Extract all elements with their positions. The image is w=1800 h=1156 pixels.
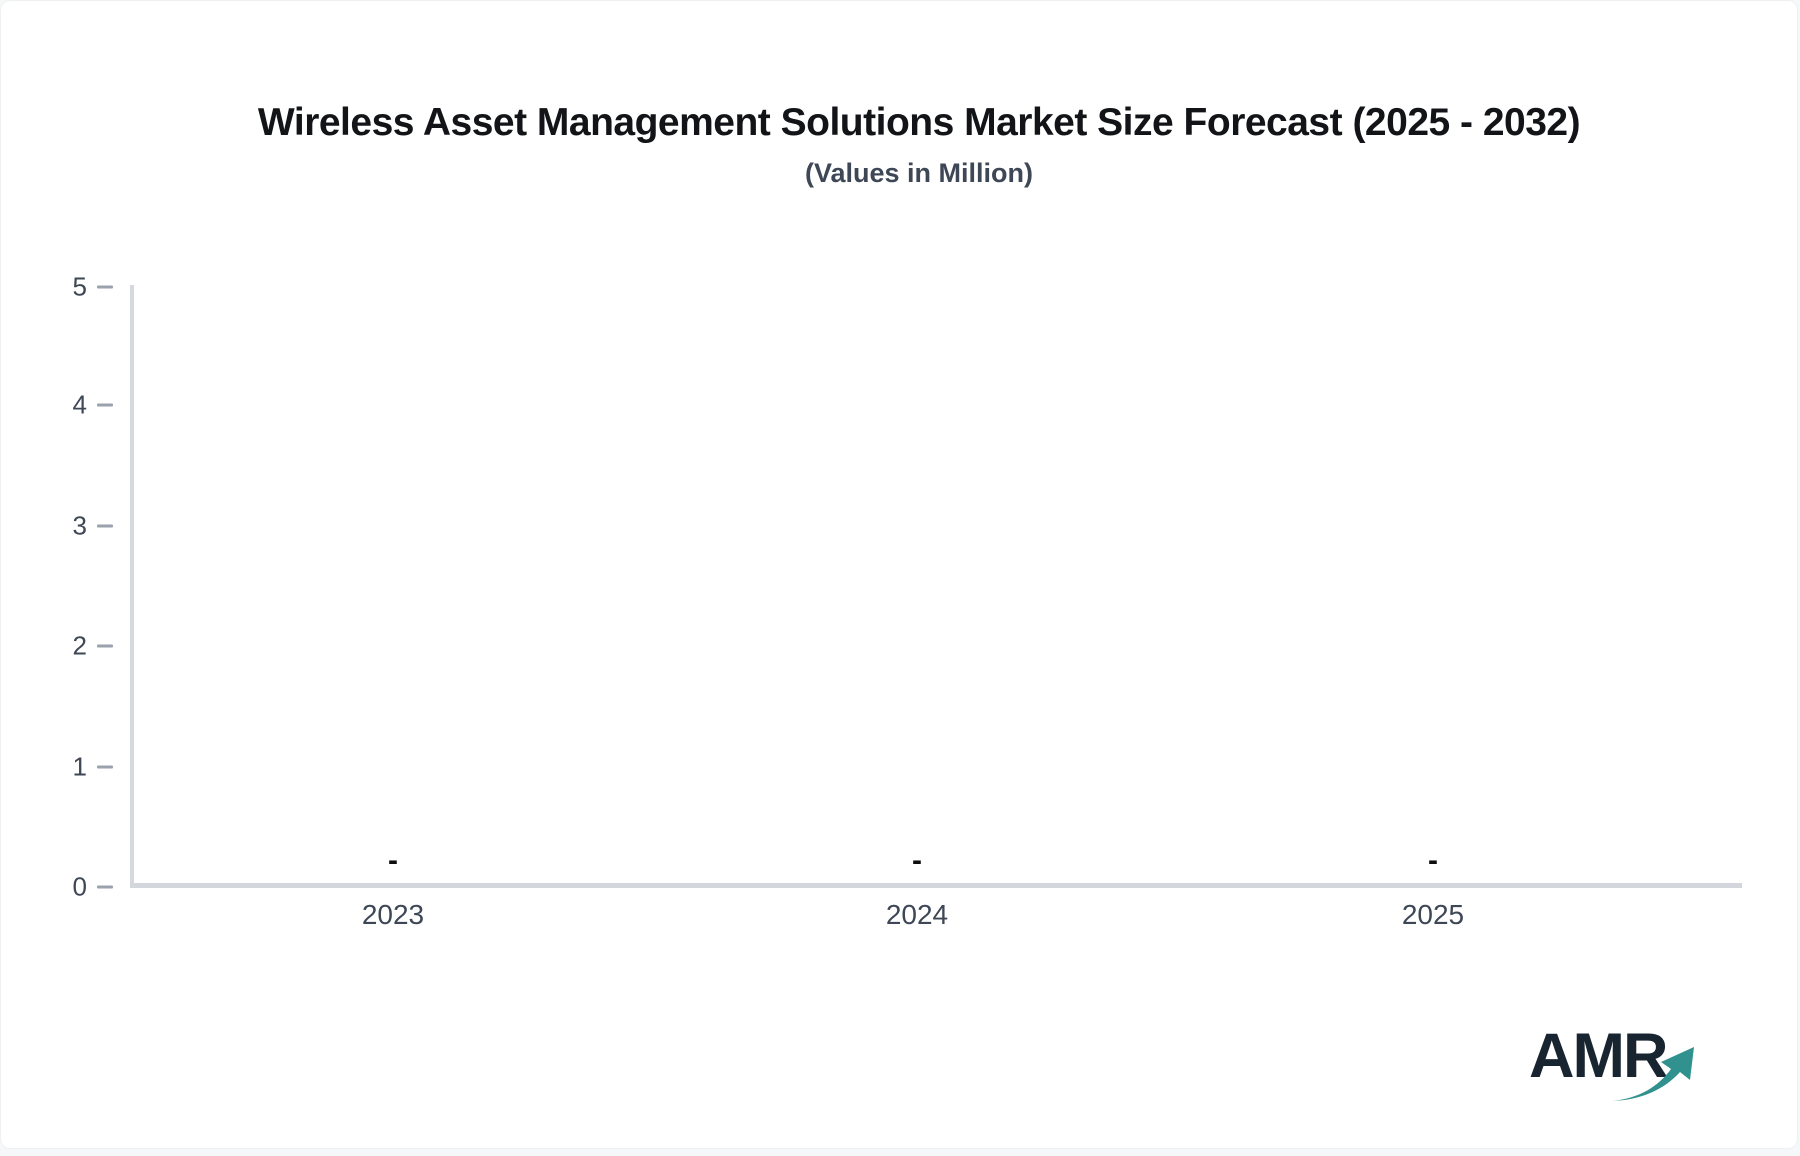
y-tick-label: 4 [72,389,87,420]
y-tick-3: 3 [37,511,113,542]
y-tick-label: 0 [72,871,87,902]
y-tick-label: 5 [72,271,87,302]
y-tick-label: 2 [72,630,87,661]
y-tick-mark [97,285,113,289]
category-2025: - 2025 [1323,844,1543,931]
y-tick-label: 1 [72,751,87,782]
x-axis-label: 2024 [885,899,949,930]
y-tick-4: 4 [37,390,113,421]
chart-subtitle: (Values in Million) [804,158,1034,188]
category-2024: - 2024 [807,844,1027,931]
y-tick-mark [97,885,113,889]
null-value-dash: - [912,844,922,877]
y-tick-label: 3 [72,510,87,541]
null-value-dash: - [388,844,398,877]
null-value-dash: - [1428,844,1438,877]
y-tick-mark [97,524,113,528]
y-tick-1: 1 [37,752,113,783]
x-axis-line [130,883,1742,888]
y-tick-mark [97,765,113,769]
chart-title: Wireless Asset Management Solutions Mark… [257,101,1581,144]
trending-up-arrow-path [1613,1047,1694,1101]
trending-up-arrow-icon [1613,1047,1694,1101]
amr-logo-text: AMR [1529,1021,1668,1091]
y-tick-mark [97,403,113,407]
y-axis-line [130,285,134,886]
category-2023: - 2023 [283,844,503,931]
y-tick-mark [97,644,113,648]
y-tick-2: 2 [37,631,113,662]
chart-header: Wireless Asset Management Solutions Mark… [1,1,1797,189]
amr-logo: AMR [1529,1025,1709,1109]
y-tick-0: 0 [37,872,113,903]
x-axis-label: 2023 [361,899,425,930]
x-axis-label: 2025 [1401,899,1465,930]
y-tick-5: 5 [37,272,113,303]
